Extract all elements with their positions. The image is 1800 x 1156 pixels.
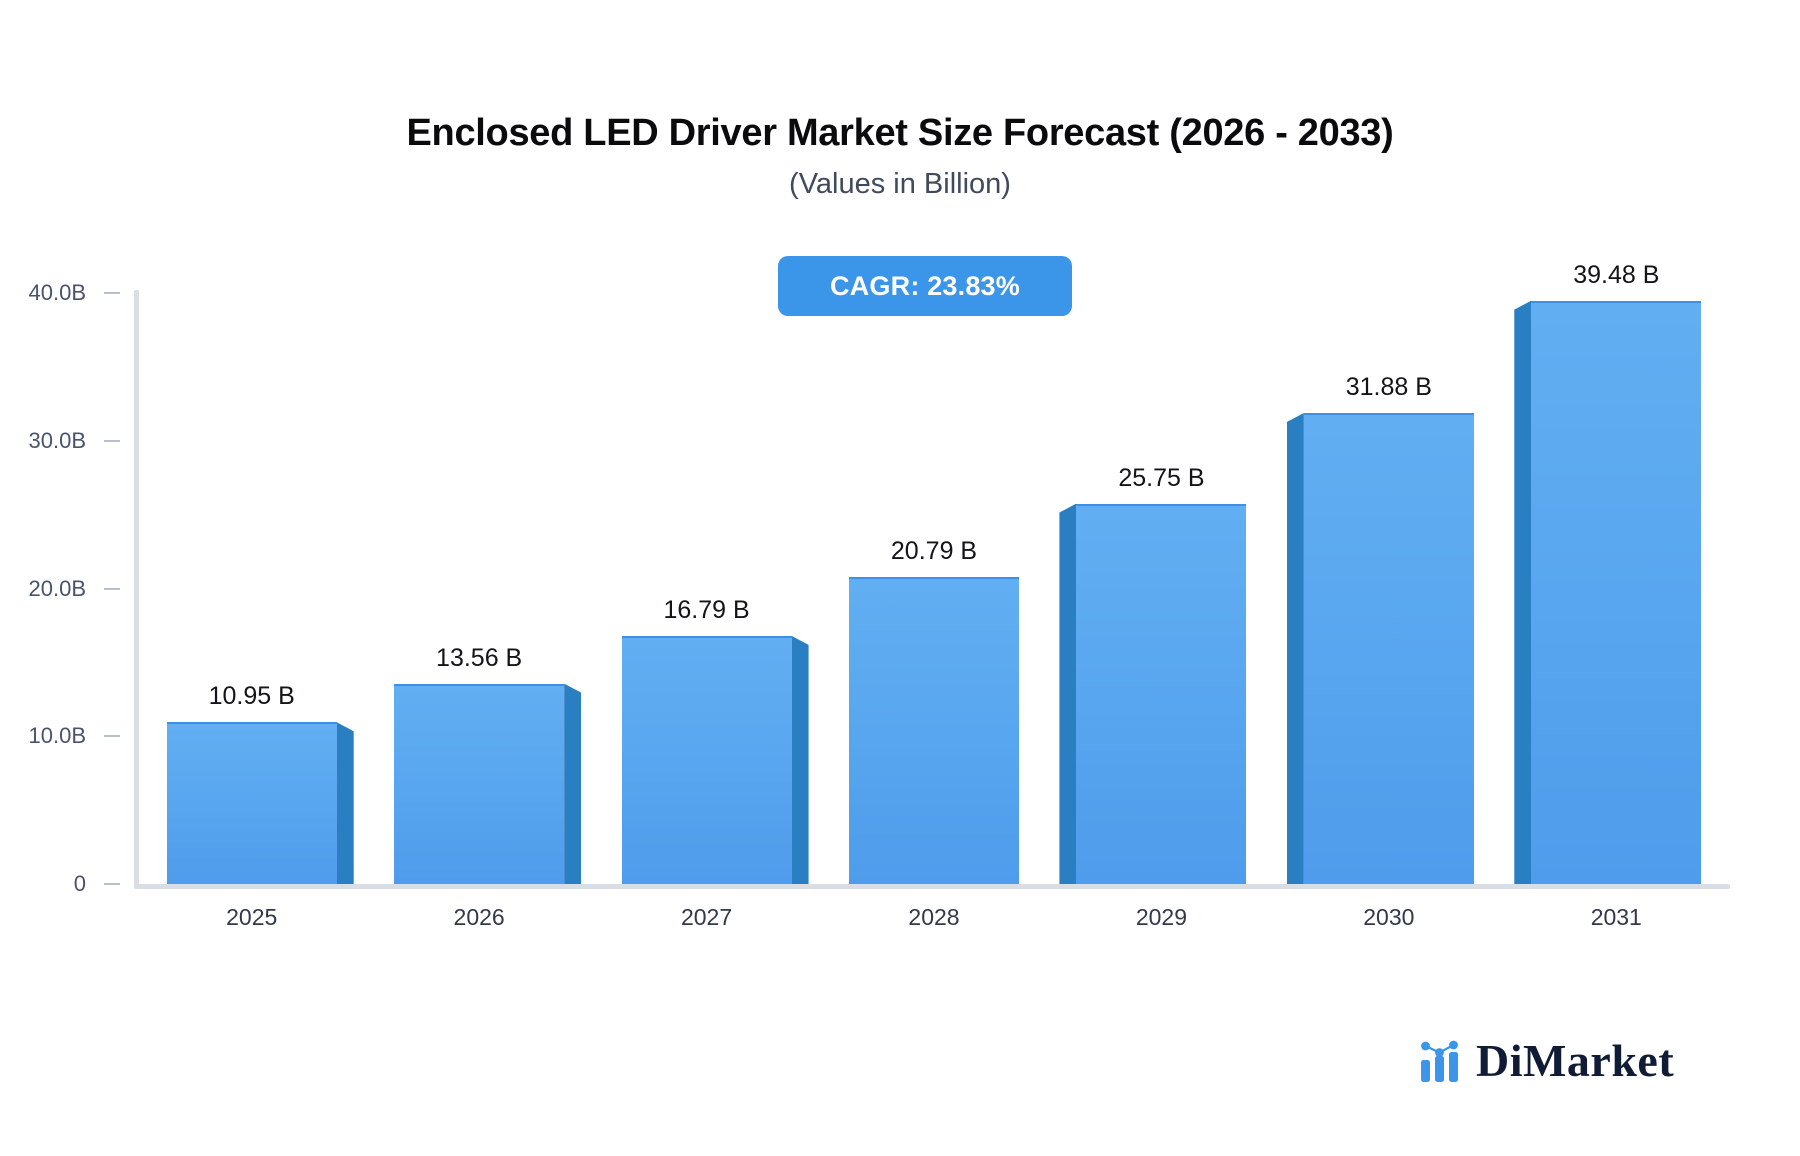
- y-axis-tick: 30.0B: [0, 428, 138, 463]
- bar-front-face: [1531, 300, 1702, 884]
- bar: 13.56 B: [394, 644, 582, 884]
- bar-front-face: [849, 576, 1019, 884]
- bar: 31.88 B: [1286, 373, 1474, 884]
- bar: 20.79 B: [849, 537, 1019, 884]
- y-axis-tick-label: 30.0B: [28, 427, 87, 453]
- bar-value-label: 25.75 B: [1118, 463, 1205, 492]
- bar-side-face: [1514, 300, 1532, 884]
- bar-front-face: [1303, 412, 1474, 884]
- y-axis-tick-mark: [104, 735, 120, 738]
- x-axis-tick-label: 2031: [1590, 904, 1642, 930]
- bar-side-face: [1286, 412, 1304, 884]
- bar: 39.48 B: [1514, 261, 1702, 884]
- y-axis-tick-mark: [104, 883, 120, 885]
- x-axis-tick-label: 2028: [908, 904, 960, 930]
- bar-value-label: 31.88 B: [1345, 372, 1432, 401]
- y-axis-tick-label: 0: [73, 871, 86, 896]
- cagr-badge-label: CAGR: 23.83%: [830, 270, 1020, 301]
- bar-value-label: 16.79 B: [663, 595, 750, 624]
- x-axis-tick-label: 2025: [226, 904, 278, 930]
- bar-front-face: [621, 635, 792, 884]
- y-axis-tick: 20.0B: [0, 576, 138, 611]
- page-title: Enclosed LED Driver Market Size Forecast…: [406, 112, 1394, 154]
- y-axis-tick-mark: [104, 439, 120, 442]
- bar-value-label: 20.79 B: [890, 536, 978, 565]
- bar: 16.79 B: [621, 596, 809, 884]
- cagr-badge: CAGR: 23.83%: [778, 256, 1072, 316]
- bar-front-face: [1076, 503, 1247, 884]
- y-axis-tick: 10.0B: [0, 723, 138, 758]
- bar-front-face: [394, 683, 565, 884]
- x-axis-line: [134, 884, 1730, 889]
- x-axis-tick-label: 2026: [453, 904, 505, 930]
- y-axis-tick-label: 20.0B: [28, 575, 87, 601]
- y-axis-tick: 40.0B: [0, 280, 138, 315]
- bar-chart-dots-icon: [1418, 1038, 1464, 1084]
- dimarket-logo: DiMarket: [1418, 1038, 1674, 1084]
- x-axis-tick-label: 2027: [680, 904, 733, 930]
- bar-value-label: 13.56 B: [436, 643, 523, 672]
- bar: 25.75 B: [1059, 464, 1247, 884]
- y-axis-tick-mark: [104, 587, 120, 590]
- bar: 10.95 B: [166, 682, 354, 884]
- x-axis-tick-label: 2029: [1135, 904, 1187, 930]
- y-axis-tick-label: 10.0B: [28, 723, 87, 749]
- bar-value-label: 10.95 B: [208, 682, 295, 711]
- y-axis-tick-mark: [104, 292, 120, 294]
- y-axis-tick: 0: [0, 871, 138, 906]
- bar-side-face: [336, 722, 354, 884]
- x-axis-tick-label: 2030: [1363, 904, 1415, 930]
- y-axis-line: [134, 290, 139, 889]
- bar-side-face: [1059, 503, 1077, 884]
- bar-front-face: [166, 722, 337, 884]
- bar-value-label: 39.48 B: [1573, 260, 1660, 289]
- y-axis-tick-label: 40.0B: [28, 280, 87, 305]
- logo-text: DiMarket: [1476, 1035, 1675, 1086]
- page-subtitle: (Values in Billion): [789, 168, 1011, 200]
- bar-side-face: [791, 635, 809, 884]
- bar-side-face: [564, 683, 582, 884]
